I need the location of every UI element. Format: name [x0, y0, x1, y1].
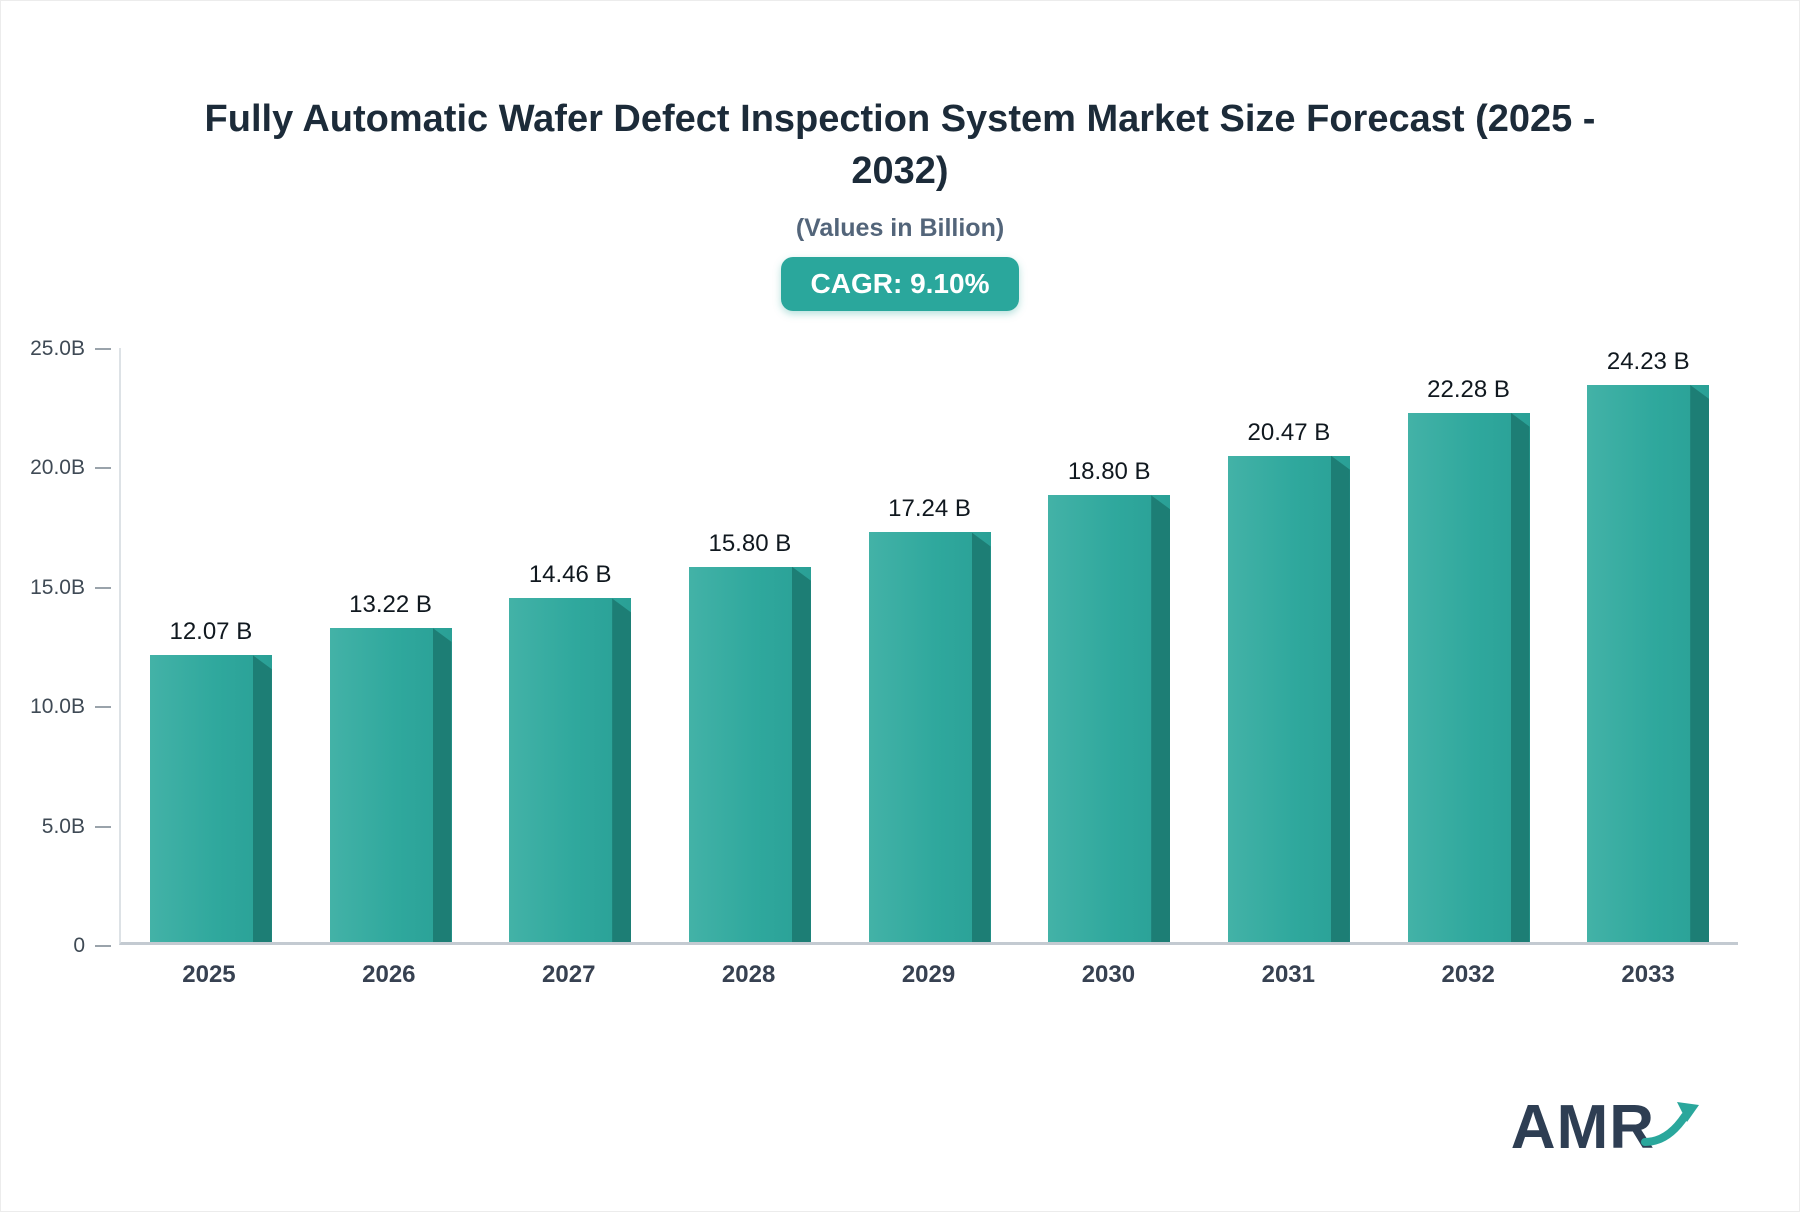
y-tick-label: 10.0B	[30, 695, 85, 719]
bar-2031	[1227, 455, 1350, 942]
bar-side-shade	[1330, 455, 1350, 942]
x-axis-label-2025: 2025	[182, 961, 236, 988]
bar-value-label: 20.47 B	[1247, 418, 1331, 446]
chart-subtitle: (Values in Billion)	[795, 213, 1005, 242]
y-tick-label: 5.0B	[41, 814, 85, 838]
x-axis-label-2026: 2026	[362, 961, 416, 988]
plot-area: 12.07 B 13.22 B 14.46 B 15.80 B 17.24 B 18.80…	[119, 348, 1738, 945]
bar-2032	[1407, 412, 1530, 942]
y-tick-mark	[95, 825, 111, 828]
bar-value-label: 22.28 B	[1427, 375, 1510, 403]
y-tick-label: 15.0B	[30, 575, 85, 599]
bar-group-2026: 13.22 B	[301, 348, 481, 942]
bar-side-shade	[971, 532, 991, 942]
bar-2028	[688, 566, 811, 942]
bar-group-2032: 22.28 B	[1379, 348, 1559, 942]
bar-2029	[868, 532, 991, 942]
bar-group-2033: 24.23 B	[1558, 348, 1738, 942]
bar-2027	[509, 598, 632, 942]
y-tick-label: 0	[73, 934, 85, 957]
x-axis-label-2030: 2030	[1081, 961, 1136, 988]
bar-value-label: 24.23 B	[1606, 348, 1690, 375]
y-tick-mark	[95, 945, 111, 947]
bar-side-shade	[791, 566, 811, 942]
bar-side-shade	[432, 627, 452, 942]
chart-title: Fully Automatic Wafer Defect Inspection …	[204, 98, 1596, 193]
chart-header: Fully Automatic Wafer Defect Inspection …	[1, 93, 1799, 311]
bar-value-label: 18.80 B	[1067, 458, 1151, 486]
bar-2025	[149, 655, 272, 942]
x-axis-labels: 2025 2026 2027 2028 2029 2030 2031 2032 2033	[119, 961, 1738, 989]
bar-value-label: 15.80 B	[708, 529, 792, 557]
chart-area: 0 5.0B 10.0B 15.0B 20.0B 25.0B 12.07 B 13.22 B…	[1, 337, 1738, 957]
bar-group-2031: 20.47 B	[1199, 348, 1379, 942]
amr-logo: AMR	[1511, 1092, 1699, 1163]
x-axis-label-2029: 2029	[901, 961, 956, 988]
bar-group-2027: 14.46 B	[480, 348, 660, 942]
x-axis-label-2032: 2032	[1441, 961, 1495, 988]
y-tick-mark	[95, 467, 111, 470]
x-axis-label-2033: 2033	[1621, 961, 1675, 988]
y-tick-mark	[95, 706, 111, 709]
bar-group-2029: 17.24 B	[840, 348, 1020, 942]
y-tick-label: 20.0B	[30, 456, 85, 480]
bar-2026	[329, 627, 452, 942]
bar-2033	[1587, 385, 1710, 942]
bar-side-shade	[252, 655, 272, 942]
bar-side-shade	[1510, 412, 1530, 942]
bar-group-2030: 18.80 B	[1019, 348, 1199, 942]
y-tick-mark	[95, 348, 111, 350]
x-axis-label-2031: 2031	[1261, 961, 1315, 988]
x-axis-label-2027: 2027	[542, 961, 596, 988]
bar-value-label: 14.46 B	[528, 561, 612, 589]
bar-2030	[1048, 495, 1171, 942]
x-axis-label-2028: 2028	[721, 961, 776, 988]
bar-value-label: 12.07 B	[169, 618, 253, 646]
bar-side-shade	[1690, 385, 1710, 942]
bar-value-label: 17.24 B	[888, 495, 971, 523]
bar-side-shade	[612, 598, 632, 942]
bar-group-2028: 15.80 B	[660, 348, 840, 942]
bar-value-label: 13.22 B	[349, 590, 432, 618]
amr-logo-text: AMR	[1510, 1093, 1655, 1162]
bar-group-2025: 12.07 B	[121, 348, 301, 942]
cagr-badge: CAGR: 9.10%	[780, 256, 1020, 311]
trend-arrow-icon	[1641, 1101, 1699, 1146]
y-tick-mark	[95, 586, 111, 589]
bar-side-shade	[1151, 495, 1171, 942]
y-tick-label: 25.0B	[30, 337, 85, 360]
